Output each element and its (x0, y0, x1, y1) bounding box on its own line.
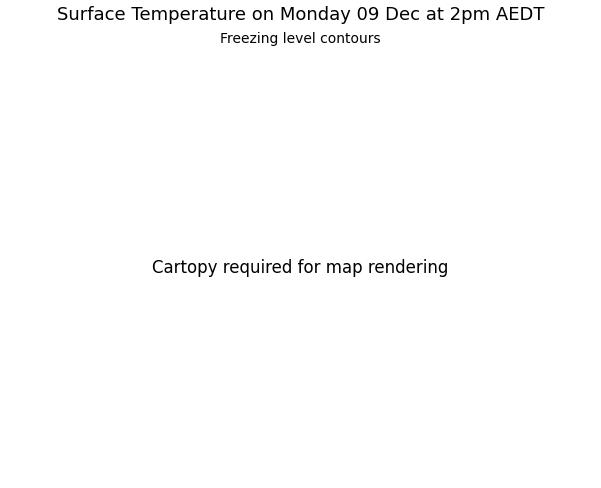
Text: Surface Temperature on Monday 09 Dec at 2pm AEDT: Surface Temperature on Monday 09 Dec at … (56, 6, 545, 23)
Text: Freezing level contours: Freezing level contours (220, 32, 381, 46)
Text: Cartopy required for map rendering: Cartopy required for map rendering (152, 260, 449, 277)
